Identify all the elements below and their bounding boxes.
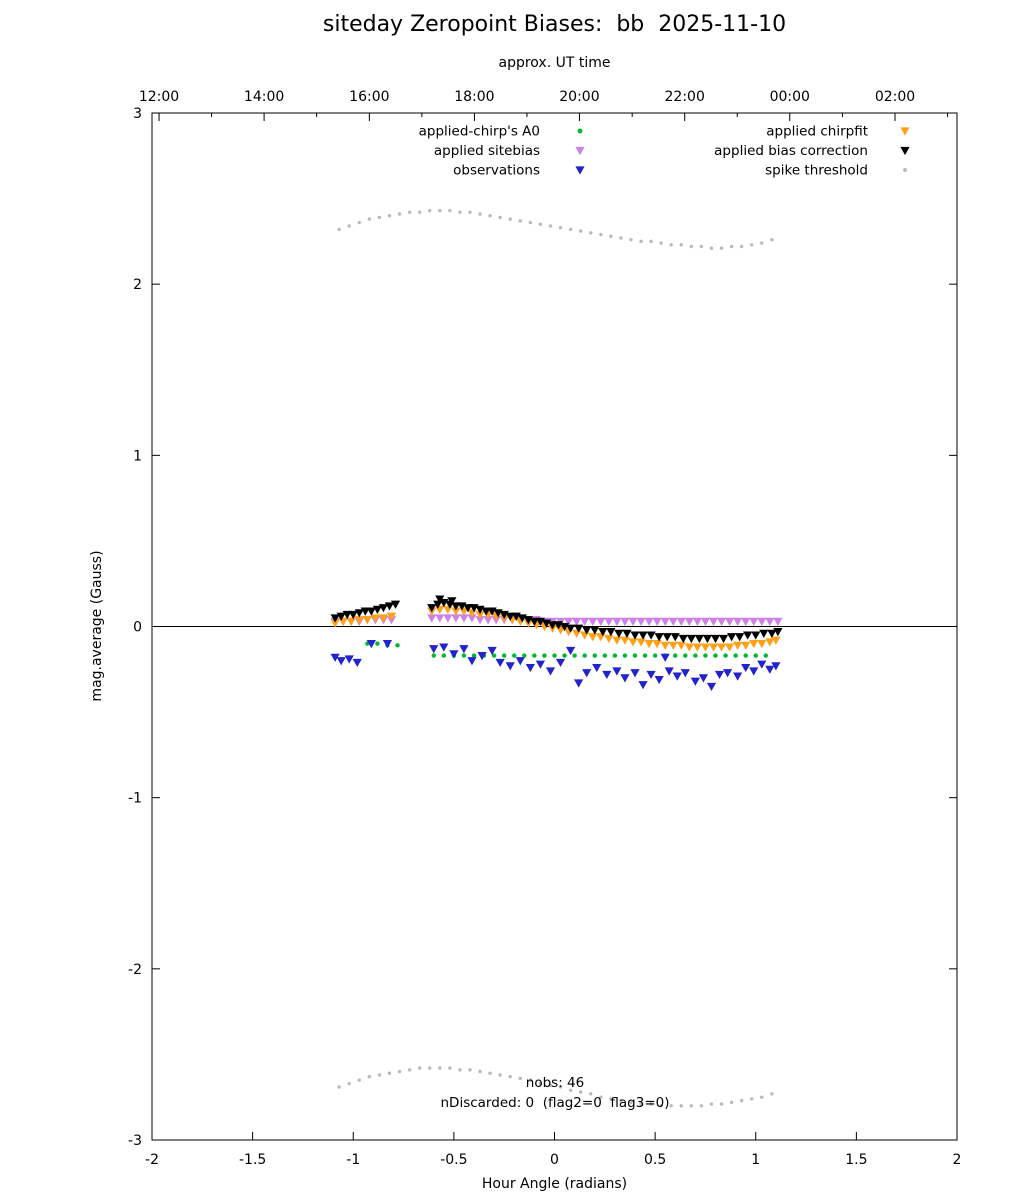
x-tick-label: 0.5 bbox=[644, 1152, 666, 1168]
x-axis-title: Hour Angle (radians) bbox=[481, 1176, 628, 1192]
x-tick-label: -1.5 bbox=[239, 1152, 266, 1168]
legend: spike threshold applied-chirp's A0 observa… bbox=[419, 124, 910, 179]
y-tick-label: 1 bbox=[133, 448, 142, 464]
ut-tick-label: 12:00 bbox=[139, 89, 179, 105]
y-tick-label: -3 bbox=[128, 1133, 142, 1149]
x-axis-ticks: -2 -1.5 -1 -0.5 0 0.5 1 1.5 2 bbox=[145, 1132, 961, 1168]
y-tick-label: 2 bbox=[133, 277, 142, 293]
series-applied-bias-correction bbox=[330, 595, 783, 644]
legend-entry-applied-sitebias: applied sitebias bbox=[434, 143, 585, 159]
x-tick-label: -2 bbox=[145, 1152, 159, 1168]
x-tick-label: -0.5 bbox=[440, 1152, 467, 1168]
x-tick-label: 0 bbox=[550, 1152, 559, 1168]
series-observations bbox=[330, 640, 781, 692]
y-axis-title: mag.average (Gauss) bbox=[89, 550, 105, 702]
legend-entry-applied-chirpfit: applied chirpfit bbox=[766, 124, 910, 140]
x-tick-label: 1 bbox=[751, 1152, 760, 1168]
y-tick-label: 0 bbox=[133, 620, 142, 636]
x-tick-label: -1 bbox=[346, 1152, 360, 1168]
ut-axis-ticks: 12:00 14:00 16:00 18:00 20:00 22:00 00:00 02:00 bbox=[139, 89, 949, 121]
legend-label: spike threshold bbox=[765, 163, 868, 179]
legend-label: applied chirpfit bbox=[766, 124, 868, 140]
x-tick-label: 1.5 bbox=[845, 1152, 867, 1168]
y-tick-label: -1 bbox=[128, 791, 142, 807]
legend-label: observations bbox=[453, 163, 540, 179]
series-spike-threshold bbox=[337, 208, 774, 1108]
ut-tick-label: 18:00 bbox=[454, 89, 494, 105]
legend-label: applied bias correction bbox=[714, 143, 868, 159]
ut-tick-label: 02:00 bbox=[875, 89, 915, 105]
ndiscarded-annotation: nDiscarded: 0 (flag2=0 flag3=0) bbox=[440, 1095, 670, 1111]
ut-tick-label: 16:00 bbox=[349, 89, 389, 105]
ut-tick-label: 22:00 bbox=[665, 89, 705, 105]
ut-tick-label: 20:00 bbox=[559, 89, 599, 105]
legend-label: applied sitebias bbox=[434, 143, 540, 159]
y-tick-label: 3 bbox=[133, 106, 142, 122]
legend-label: applied-chirp's A0 bbox=[419, 124, 540, 140]
ut-tick-label: 00:00 bbox=[770, 89, 810, 105]
x-tick-label: 2 bbox=[953, 1152, 962, 1168]
chart-title: siteday Zeropoint Biases: bb 2025-11-10 bbox=[322, 12, 787, 37]
nobs-annotation: nobs: 46 bbox=[525, 1075, 585, 1091]
top-axis-title: approx. UT time bbox=[498, 55, 611, 71]
ut-tick-label: 14:00 bbox=[244, 89, 284, 105]
y-axis-ticks: 3 2 1 0 -1 -2 -3 bbox=[128, 106, 957, 1149]
legend-entry-applied-bias-correction: applied bias correction bbox=[714, 143, 910, 159]
legend-entry-applied-chirps-a0: applied-chirp's A0 bbox=[419, 124, 583, 140]
legend-entry-spike-threshold: spike threshold bbox=[765, 163, 907, 179]
legend-entry-observations: observations bbox=[453, 163, 585, 179]
y-tick-label: -2 bbox=[128, 962, 142, 978]
